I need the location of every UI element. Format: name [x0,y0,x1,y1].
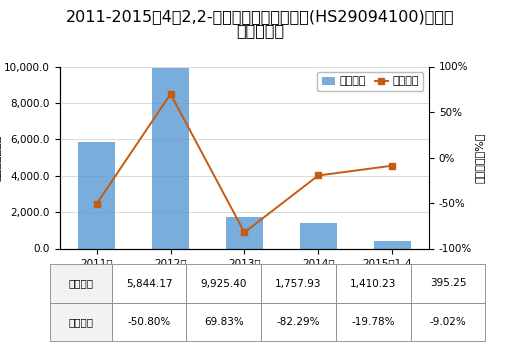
Bar [226,217,263,248]
Bar [300,223,337,248]
Bar [374,241,411,248]
Y-axis label: 同比增长（%）: 同比增长（%） [475,132,485,183]
Text: 2011-2015年4月2,2-氧联二乙醇（二甘醇）(HS29094100)出口量: 2011-2015年4月2,2-氧联二乙醇（二甘醇）(HS29094100)出口… [66,9,454,24]
Bar [79,142,115,248]
Text: 及增速统计: 及增速统计 [236,23,284,38]
Y-axis label: 出口数量（吨）: 出口数量（吨） [0,134,2,181]
Bar [152,68,189,248]
Legend: 出口数量, 同比增长: 出口数量, 同比增长 [317,72,423,91]
